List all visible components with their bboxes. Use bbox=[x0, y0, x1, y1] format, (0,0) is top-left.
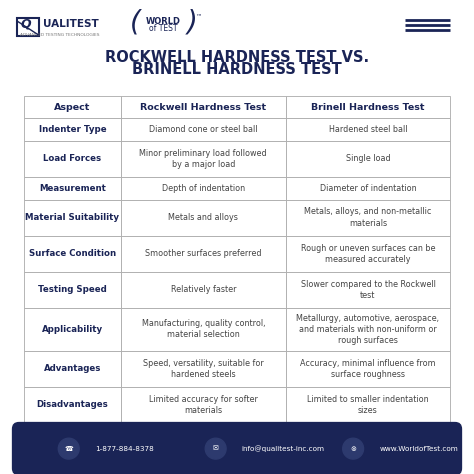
Bar bbox=[286, 308, 450, 351]
Bar bbox=[24, 308, 121, 351]
Text: Brinell Hardness Test: Brinell Hardness Test bbox=[311, 102, 425, 111]
Bar bbox=[24, 141, 121, 177]
Text: UALITEST: UALITEST bbox=[43, 18, 99, 29]
Circle shape bbox=[343, 438, 364, 459]
Text: Diameter of indentation: Diameter of indentation bbox=[319, 184, 416, 193]
Text: Limited accuracy for softer
materials: Limited accuracy for softer materials bbox=[149, 395, 258, 415]
Bar bbox=[121, 118, 286, 141]
Bar bbox=[24, 96, 121, 118]
Bar bbox=[286, 236, 450, 272]
Bar bbox=[24, 236, 121, 272]
Text: Rough or uneven surfaces can be
measured accurately: Rough or uneven surfaces can be measured… bbox=[301, 244, 435, 264]
Text: Testing Speed: Testing Speed bbox=[38, 285, 107, 294]
Text: info@qualitest-inc.com: info@qualitest-inc.com bbox=[242, 445, 325, 452]
Bar bbox=[286, 141, 450, 177]
Bar bbox=[24, 177, 121, 200]
Bar bbox=[286, 387, 450, 423]
Text: Material Suitability: Material Suitability bbox=[25, 213, 119, 222]
Text: 1-877-884-8378: 1-877-884-8378 bbox=[95, 446, 154, 452]
Text: ADVANCED TESTING TECHNOLOGIES: ADVANCED TESTING TECHNOLOGIES bbox=[20, 33, 100, 36]
Text: Metals and alloys: Metals and alloys bbox=[168, 213, 238, 222]
Bar bbox=[121, 141, 286, 177]
Text: Minor preliminary load followed
by a major load: Minor preliminary load followed by a maj… bbox=[139, 149, 267, 169]
Bar bbox=[286, 118, 450, 141]
Text: WORLD: WORLD bbox=[146, 17, 181, 26]
Text: of TEST: of TEST bbox=[149, 25, 178, 33]
Text: ☎: ☎ bbox=[64, 446, 73, 452]
Text: Disadvantages: Disadvantages bbox=[36, 400, 108, 409]
Circle shape bbox=[58, 438, 79, 459]
Bar bbox=[121, 236, 286, 272]
Text: Diamond cone or steel ball: Diamond cone or steel ball bbox=[149, 125, 257, 134]
Text: ROCKWELL HARDNESS TEST VS.: ROCKWELL HARDNESS TEST VS. bbox=[105, 50, 369, 65]
Bar bbox=[121, 177, 286, 200]
Text: Indenter Type: Indenter Type bbox=[38, 125, 106, 134]
Text: Limited to smaller indentation
sizes: Limited to smaller indentation sizes bbox=[307, 395, 429, 415]
Bar bbox=[121, 272, 286, 308]
Bar bbox=[286, 351, 450, 387]
Text: Q: Q bbox=[21, 17, 31, 30]
Text: (: ( bbox=[130, 9, 140, 37]
Bar bbox=[121, 351, 286, 387]
Text: Metals, alloys, and non-metallic
materials: Metals, alloys, and non-metallic materia… bbox=[304, 208, 432, 228]
Text: Manufacturing, quality control,
material selection: Manufacturing, quality control, material… bbox=[142, 319, 265, 339]
Bar bbox=[121, 96, 286, 118]
Text: Smoother surfaces preferred: Smoother surfaces preferred bbox=[145, 249, 262, 258]
Text: BRINELL HARDNESS TEST: BRINELL HARDNESS TEST bbox=[132, 62, 342, 77]
Text: Surface Condition: Surface Condition bbox=[29, 249, 116, 258]
Text: Depth of indentation: Depth of indentation bbox=[162, 184, 245, 193]
Bar bbox=[286, 96, 450, 118]
Text: ™: ™ bbox=[195, 15, 201, 19]
Bar bbox=[286, 200, 450, 236]
Text: Aspect: Aspect bbox=[54, 102, 91, 111]
Text: Accuracy, minimal influence from
surface roughness: Accuracy, minimal influence from surface… bbox=[300, 359, 436, 379]
Text: Slower compared to the Rockwell
test: Slower compared to the Rockwell test bbox=[301, 280, 436, 300]
Text: Advantages: Advantages bbox=[44, 364, 101, 373]
Text: ✉: ✉ bbox=[213, 446, 219, 452]
Bar bbox=[286, 272, 450, 308]
Text: Metallurgy, automotive, aerospace,
and materials with non-uniform or
rough surfa: Metallurgy, automotive, aerospace, and m… bbox=[296, 314, 439, 345]
Text: Relatively faster: Relatively faster bbox=[171, 285, 236, 294]
Text: ⊗: ⊗ bbox=[350, 446, 356, 452]
Text: Load Forces: Load Forces bbox=[43, 155, 101, 164]
Bar bbox=[121, 308, 286, 351]
Text: Applicability: Applicability bbox=[42, 325, 103, 334]
Bar bbox=[24, 351, 121, 387]
Bar bbox=[121, 200, 286, 236]
Text: Speed, versatility, suitable for
hardened steels: Speed, versatility, suitable for hardene… bbox=[143, 359, 264, 379]
Text: ): ) bbox=[187, 9, 197, 37]
Text: www.WorldofTest.com: www.WorldofTest.com bbox=[379, 446, 458, 452]
Text: Single load: Single load bbox=[346, 155, 390, 164]
Bar bbox=[24, 118, 121, 141]
Text: Rockwell Hardness Test: Rockwell Hardness Test bbox=[140, 102, 266, 111]
Bar bbox=[24, 387, 121, 423]
Bar bbox=[286, 177, 450, 200]
FancyBboxPatch shape bbox=[12, 422, 462, 474]
Circle shape bbox=[205, 438, 226, 459]
Bar bbox=[24, 272, 121, 308]
Text: Hardened steel ball: Hardened steel ball bbox=[328, 125, 407, 134]
Text: Measurement: Measurement bbox=[39, 184, 106, 193]
Bar bbox=[24, 200, 121, 236]
Bar bbox=[121, 387, 286, 423]
